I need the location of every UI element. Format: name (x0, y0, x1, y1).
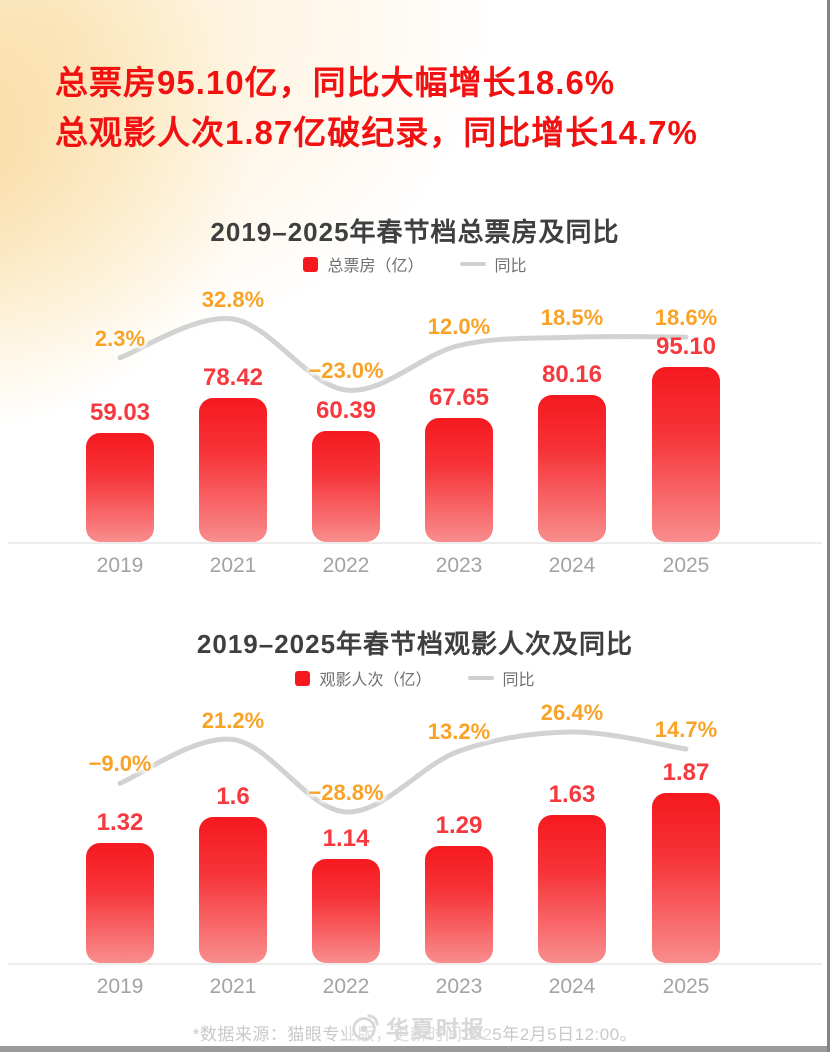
legend-item-bars: 总票房（亿） (303, 252, 424, 276)
bar-2023 (425, 845, 493, 963)
yoy-pct-label-2021: 21.2% (201, 707, 265, 733)
yoy-pct-label-2025: 18.6% (654, 305, 718, 331)
legend-line-label: 同比 (494, 258, 527, 275)
bar-2024 (538, 814, 606, 963)
yoy-pct-label-2022: −28.8% (308, 780, 384, 805)
data-source-note: *数据来源：猫眼专业版，更新时间2025年2月5日12:00。 (192, 1025, 638, 1044)
yoy-pct-label-2019: −9.0% (88, 751, 152, 777)
window-bottom-edge (0, 1046, 830, 1052)
yoy-pct-label-2025: 14.7% (654, 717, 718, 742)
legend-admissions: 观影人次（亿） 同比 (0, 666, 830, 690)
bar-value-label-2023: 67.65 (428, 383, 490, 411)
bar-value-label-2021: 1.6 (216, 783, 250, 811)
x-axis-label-2022: 2022 (322, 554, 370, 577)
bar-value-label-2021: 78.42 (202, 363, 264, 391)
bar-value-label-2019: 1.32 (96, 808, 144, 836)
headline-line-1: 总票房95.10亿，同比大幅增长18.6% (55, 64, 616, 101)
x-axis-label-2025: 2025 (662, 554, 710, 577)
legend-item-line: 同比 (467, 666, 535, 690)
yoy-pct-label-2021: 32.8% (201, 287, 265, 312)
yoy-pct-label-2022: −23.0% (308, 358, 384, 383)
bar-value-label-2023: 1.29 (435, 811, 483, 839)
x-axis-label-2024: 2024 (548, 554, 596, 577)
bar-value-label-2024: 80.16 (541, 360, 603, 388)
bar-2022 (312, 430, 380, 542)
bar-2023 (425, 417, 493, 542)
x-axis-label-2021: 2021 (209, 554, 257, 577)
x-axis-label-2021: 2021 (209, 975, 257, 998)
bar-2022 (312, 859, 380, 963)
bar-value-label-2025: 95.10 (655, 333, 717, 361)
watermark: 华夏时报 (346, 1008, 490, 1046)
x-axis-label-2023: 2023 (435, 554, 483, 577)
legend-item-line: 同比 (459, 252, 527, 276)
bar-swatch-icon (303, 256, 319, 272)
legend-bar-label: 总票房（亿） (327, 258, 424, 275)
x-axis-label-2024: 2024 (548, 975, 596, 998)
x-axis-line (8, 963, 822, 965)
bar-2021 (199, 397, 267, 542)
watermark-text: 华夏时报 (386, 1016, 486, 1042)
yoy-pct-label-2019: 2.3% (94, 325, 146, 351)
bar-2025 (652, 367, 720, 542)
chart-title-admissions: 2019–2025年春节档观影人次及同比 (196, 629, 634, 659)
legend-box-office: 总票房（亿） 同比 (0, 252, 830, 276)
legend-item-bars: 观影人次（亿） (295, 666, 432, 690)
bar-value-label-2022: 1.14 (322, 825, 370, 853)
bar-2024 (538, 394, 606, 542)
x-axis-label-2019: 2019 (96, 975, 144, 998)
bar-2025 (652, 792, 720, 963)
plot-admissions: 1.32 −9.0% 2019 1.6 21.2% 2021 1.14 −28.8% 2022 1… (0, 700, 830, 1005)
yoy-pct-label-2024: 26.4% (540, 700, 604, 725)
x-axis-label-2023: 2023 (435, 975, 483, 998)
yoy-pct-label-2024: 18.5% (540, 305, 604, 331)
bar-value-label-2025: 1.87 (662, 758, 710, 786)
plot-box-office: 59.03 2.3% 2019 78.42 32.8% 2021 60.39 −23.0% 20… (0, 285, 830, 585)
weibo-icon (352, 1014, 379, 1041)
line-swatch-icon (467, 676, 494, 680)
legend-bar-label: 观影人次（亿） (319, 672, 432, 689)
chart-title-box-office: 2019–2025年春节档总票房及同比 (210, 217, 620, 247)
yoy-pct-label-2023: 12.0% (427, 313, 491, 339)
bar-2019 (86, 433, 154, 542)
bar-value-label-2022: 60.39 (315, 396, 377, 424)
x-axis-label-2025: 2025 (662, 975, 710, 998)
x-axis-line (8, 542, 822, 544)
headline: 总票房95.10亿，同比大幅增长18.6% 总观影人次1.87亿破纪录，同比增长… (55, 58, 698, 158)
bar-2019 (86, 842, 154, 963)
x-axis-label-2019: 2019 (96, 554, 144, 577)
legend-line-label: 同比 (502, 672, 535, 689)
line-swatch-icon (459, 262, 486, 266)
bar-2021 (199, 817, 267, 963)
bar-swatch-icon (295, 670, 311, 686)
bar-value-label-2019: 59.03 (89, 399, 151, 427)
x-axis-label-2022: 2022 (322, 975, 370, 998)
bar-value-label-2024: 1.63 (548, 780, 596, 808)
yoy-pct-label-2023: 13.2% (427, 719, 491, 745)
headline-line-2: 总观影人次1.87亿破纪录，同比增长14.7% (55, 114, 698, 151)
